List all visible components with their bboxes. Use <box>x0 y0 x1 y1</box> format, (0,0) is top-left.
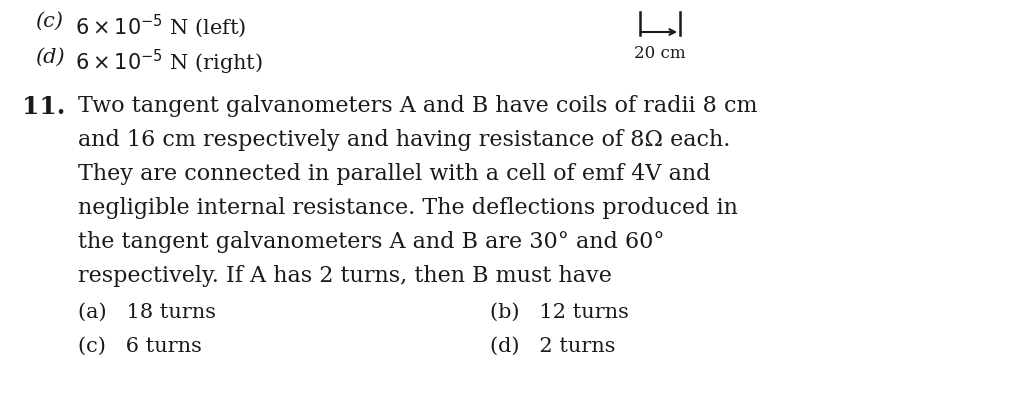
Text: respectively. If A has 2 turns, then B must have: respectively. If A has 2 turns, then B m… <box>78 265 612 287</box>
Text: the tangent galvanometers A and B are 30° and 60°: the tangent galvanometers A and B are 30… <box>78 231 665 253</box>
Text: $6\times10^{-5}$ N (right): $6\times10^{-5}$ N (right) <box>75 48 263 77</box>
Text: (b)   12 turns: (b) 12 turns <box>490 303 629 322</box>
Text: and 16 cm respectively and having resistance of 8Ω each.: and 16 cm respectively and having resist… <box>78 129 730 151</box>
Text: 11.: 11. <box>22 95 66 119</box>
Text: (d)   2 turns: (d) 2 turns <box>490 337 615 356</box>
Text: (c): (c) <box>35 12 63 31</box>
Text: They are connected in parallel with a cell of emf 4V and: They are connected in parallel with a ce… <box>78 163 711 185</box>
Text: Two tangent galvanometers A and B have coils of radii 8 cm: Two tangent galvanometers A and B have c… <box>78 95 758 117</box>
Text: (c)   6 turns: (c) 6 turns <box>78 337 202 356</box>
Text: 20 cm: 20 cm <box>634 45 686 62</box>
Text: (a)   18 turns: (a) 18 turns <box>78 303 216 322</box>
Text: $6\times10^{-5}$ N (left): $6\times10^{-5}$ N (left) <box>75 12 246 39</box>
Text: (d): (d) <box>35 48 65 67</box>
Text: negligible internal resistance. The deflections produced in: negligible internal resistance. The defl… <box>78 197 738 219</box>
